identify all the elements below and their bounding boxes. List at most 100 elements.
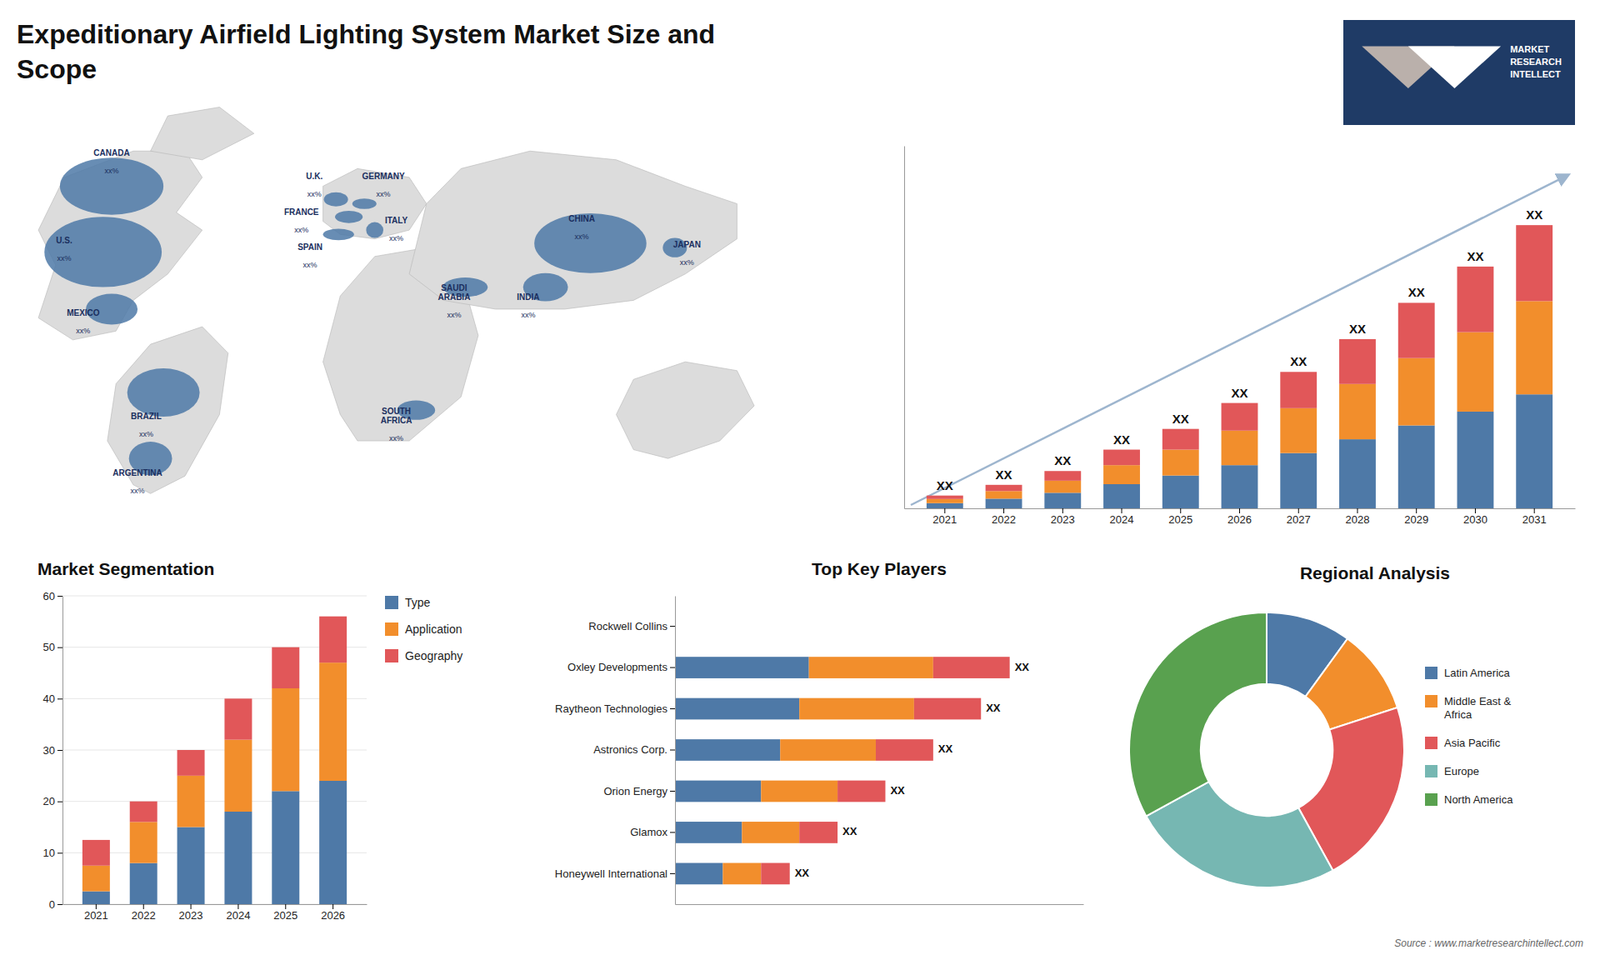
axis-line [675, 904, 1085, 905]
tick-label: Glamox [630, 825, 668, 839]
legend: Latin America Middle East &Africa Asia Pac… [1425, 666, 1514, 806]
bar [82, 865, 110, 892]
tick: 2022 [991, 508, 1016, 526]
legend-label: Type [405, 595, 431, 610]
text-line: Asia Pacific [1444, 736, 1501, 750]
legend-item: Asia Pacific [1425, 736, 1501, 750]
legend-item: Middle East &Africa [1425, 695, 1512, 721]
text-line: Latin America [1444, 666, 1511, 680]
tick: Glamox [630, 825, 675, 839]
country-highlight [352, 198, 377, 210]
bar [130, 863, 158, 905]
tick-label: 30 [43, 744, 55, 757]
data-label: XX [1172, 411, 1190, 426]
slice [1129, 612, 1267, 816]
bar [1162, 429, 1200, 450]
bar [1280, 371, 1317, 409]
legend-swatch [1425, 765, 1438, 778]
text-line: SOUTH [381, 406, 411, 416]
country-value: xx% [376, 190, 391, 199]
tick-label: 2026 [320, 909, 345, 922]
bar [933, 656, 1010, 679]
tick: Astronics Corp. [593, 743, 675, 756]
tick-label: 2024 [225, 909, 250, 922]
tick-label: 10 [43, 846, 55, 860]
bar-chart: 2021202220232024202520262027202820292030… [905, 146, 1576, 527]
bar [1339, 439, 1376, 509]
tick-mark [670, 667, 675, 669]
data-label: XX [1015, 660, 1030, 674]
tick-label: 2023 [179, 909, 204, 922]
bar [224, 811, 252, 905]
tick-mark [57, 750, 63, 751]
data-labels: XXXXXXXXXXXX [795, 660, 1030, 880]
country-label: FRANCE [284, 207, 320, 217]
logo-text: MARKETRESEARCHINTELLECT [1510, 44, 1562, 80]
bar [177, 827, 205, 905]
chart-title: Expeditionary Airfield Lighting System M… [16, 19, 715, 85]
country-label: ITALY [385, 215, 409, 225]
grid [62, 595, 367, 905]
tick-mark [1180, 508, 1181, 514]
data-label: XX [842, 825, 858, 838]
tick-mark [1062, 508, 1064, 514]
tick-mark [1003, 508, 1005, 514]
tick-label: 2021 [84, 909, 109, 922]
bar [1515, 225, 1553, 301]
tick-label: 2027 [1286, 513, 1311, 526]
tick-mark [944, 508, 945, 514]
canvas: 2021202220232024202520262027202820292030… [0, 0, 1600, 955]
text-line: GERMANY [361, 171, 405, 181]
text-line: ARABIA [437, 292, 470, 302]
tick: Oxley Developments [567, 660, 675, 674]
bar [875, 739, 934, 761]
legend-label: Application [405, 622, 463, 636]
tick-mark [1239, 508, 1240, 514]
tick-label: 40 [43, 692, 55, 705]
tick: 2026 [320, 904, 345, 922]
tick: 2021 [932, 508, 957, 526]
tick-label: Oxley Developments [567, 660, 668, 674]
tick: 30 [43, 744, 63, 757]
bar [837, 780, 885, 803]
tick: 2022 [131, 904, 156, 922]
bar [675, 698, 800, 720]
axis-x: 2021 2022 2023 2024 2025 2026 [63, 904, 368, 922]
tick: 2025 [1168, 508, 1193, 526]
bar [82, 840, 110, 866]
country-label: CANADA [93, 148, 130, 158]
text-line: RESEARCH [1510, 56, 1562, 67]
text-line: Market Segmentation [37, 559, 215, 579]
tick: Raytheon Technologies [555, 702, 675, 715]
bar [926, 495, 964, 500]
bar [722, 863, 761, 885]
tick: Honeywell International [555, 867, 675, 880]
tick-label: 20 [43, 795, 55, 808]
tick-label: 2026 [1227, 513, 1252, 526]
logo: MARKETRESEARCHINTELLECT [1343, 20, 1575, 125]
data-label: XX [1290, 354, 1307, 369]
tick: 2025 [273, 904, 298, 922]
legend-swatch [1425, 666, 1438, 680]
country-highlight [534, 213, 647, 274]
legend-label: Middle East &Africa [1444, 695, 1512, 721]
bar [1044, 480, 1081, 494]
tick-label: 50 [43, 640, 55, 654]
data-labels: XXXXXXXXXXXXXXXXXXXXXX [936, 207, 1543, 493]
bar [1162, 450, 1200, 476]
tick-label: Orion Energy [603, 785, 668, 798]
text-line: U.K. [305, 171, 323, 181]
data-label: XX [985, 701, 1001, 715]
bar [1280, 408, 1317, 454]
country-highlight [335, 210, 363, 224]
tick-mark [1121, 508, 1123, 514]
bars [926, 225, 1553, 509]
tick-label: 2024 [1110, 513, 1135, 526]
country-value: xx% [389, 434, 404, 443]
bar [675, 780, 761, 803]
land [38, 150, 203, 340]
country-value: xx% [303, 260, 318, 270]
land [150, 107, 255, 160]
tick-label: 2022 [131, 909, 156, 922]
tick: Rockwell Collins [588, 620, 675, 633]
